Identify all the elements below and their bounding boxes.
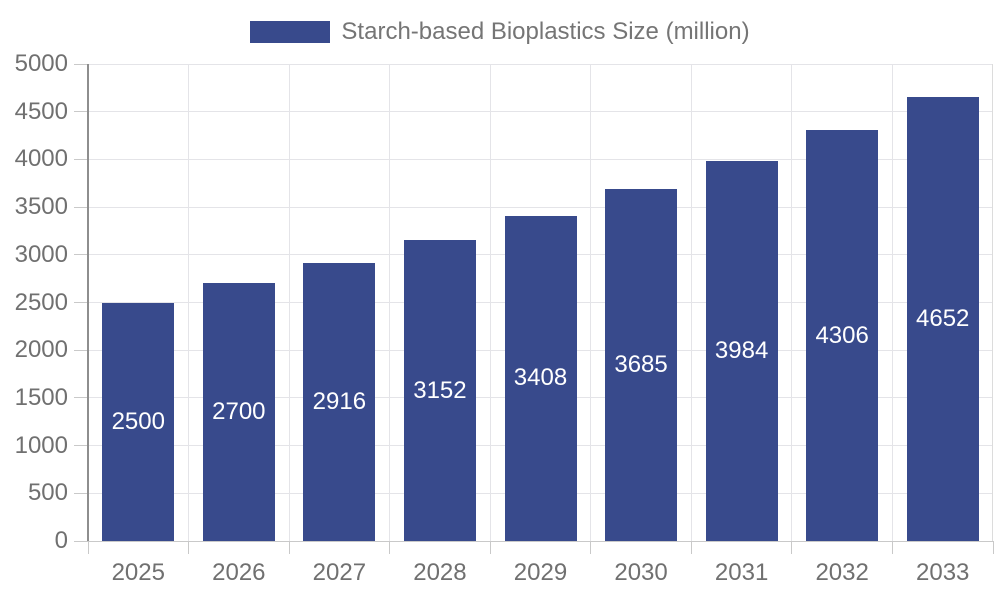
x-axis-label: 2025 bbox=[111, 559, 165, 586]
y-axis-label: 3500 bbox=[14, 193, 68, 221]
x-axis-label: 2033 bbox=[916, 559, 970, 586]
y-axis-line bbox=[87, 64, 89, 541]
x-axis-tick bbox=[288, 541, 290, 554]
bar-2030: 3685 bbox=[605, 189, 678, 541]
plot-right-border bbox=[992, 64, 993, 541]
y-axis-tick bbox=[74, 158, 88, 160]
bar-2032: 4306 bbox=[806, 130, 879, 541]
y-axis-label: 4500 bbox=[14, 97, 68, 125]
bar-value-label: 3408 bbox=[513, 364, 568, 392]
bar-value-label: 3152 bbox=[413, 376, 467, 404]
bar-2026: 2700 bbox=[202, 283, 275, 541]
y-gridline bbox=[88, 206, 993, 208]
x-gridline bbox=[690, 64, 692, 541]
legend-swatch bbox=[250, 21, 331, 43]
y-axis-label: 1500 bbox=[14, 383, 68, 411]
y-axis-tick bbox=[74, 445, 88, 447]
bar-value-label: 4306 bbox=[815, 321, 869, 349]
bar-2027: 2916 bbox=[303, 262, 376, 541]
x-axis-label: 2029 bbox=[513, 559, 568, 586]
x-axis-tick bbox=[590, 541, 592, 554]
y-gridline bbox=[88, 158, 993, 160]
x-axis-label: 2032 bbox=[815, 559, 869, 586]
x-axis-label: 2031 bbox=[714, 559, 769, 586]
y-axis-label: 2000 bbox=[14, 336, 68, 364]
y-axis-label: 2500 bbox=[14, 288, 68, 316]
x-gridline bbox=[489, 64, 491, 541]
y-axis-tick bbox=[74, 302, 88, 303]
bar-value-label: 2700 bbox=[212, 398, 266, 426]
y-axis-tick bbox=[74, 111, 88, 113]
x-gridline bbox=[389, 64, 391, 541]
legend-label: Starch-based Bioplastics Size (million) bbox=[341, 18, 750, 45]
legend[interactable]: Starch-based Bioplastics Size (million) bbox=[0, 18, 1000, 46]
y-axis-label: 1000 bbox=[14, 431, 68, 459]
y-axis-label: 4000 bbox=[14, 145, 68, 173]
bar-value-label: 3685 bbox=[614, 351, 668, 379]
bar-2028: 3152 bbox=[403, 240, 476, 541]
bar-2029: 3408 bbox=[504, 215, 577, 541]
y-axis-tick bbox=[74, 397, 88, 399]
x-gridline bbox=[891, 64, 893, 541]
x-axis-line bbox=[88, 541, 993, 542]
y-axis-tick bbox=[74, 492, 88, 494]
x-axis-label: 2026 bbox=[212, 559, 266, 586]
y-axis-tick bbox=[74, 254, 88, 256]
bar-value-label: 4652 bbox=[916, 305, 970, 333]
y-gridline bbox=[88, 63, 993, 65]
x-axis-tick bbox=[87, 541, 89, 554]
x-gridline bbox=[288, 64, 290, 541]
x-axis-label: 2027 bbox=[312, 559, 367, 586]
x-axis-tick bbox=[489, 541, 491, 554]
x-gridline bbox=[590, 64, 592, 541]
x-axis-tick bbox=[891, 541, 893, 554]
bar-value-label: 3984 bbox=[714, 336, 769, 364]
x-gridline bbox=[188, 64, 190, 541]
x-axis-tick bbox=[690, 541, 692, 554]
x-axis-label: 2030 bbox=[614, 559, 668, 586]
bar-value-label: 2916 bbox=[312, 387, 367, 415]
y-gridline bbox=[88, 111, 993, 113]
x-axis-tick bbox=[389, 541, 391, 554]
x-gridline bbox=[791, 64, 793, 541]
x-axis-tick bbox=[992, 541, 994, 554]
bar-2031: 3984 bbox=[705, 160, 778, 541]
x-axis-label: 2028 bbox=[413, 559, 467, 586]
y-axis-tick bbox=[74, 63, 88, 65]
y-axis-label: 3000 bbox=[14, 240, 68, 268]
bar-value-label: 2500 bbox=[111, 407, 165, 435]
bar-2033: 4652 bbox=[906, 97, 979, 541]
y-axis-tick bbox=[74, 349, 88, 351]
x-axis-tick bbox=[791, 541, 793, 554]
bar-2025: 2500 bbox=[102, 302, 175, 541]
y-axis-label: 500 bbox=[27, 479, 68, 507]
y-axis-tick bbox=[74, 540, 88, 542]
y-axis-label: 0 bbox=[54, 527, 68, 554]
y-axis-label: 5000 bbox=[14, 50, 68, 77]
x-axis-tick bbox=[188, 541, 190, 554]
y-axis-tick bbox=[74, 206, 88, 208]
